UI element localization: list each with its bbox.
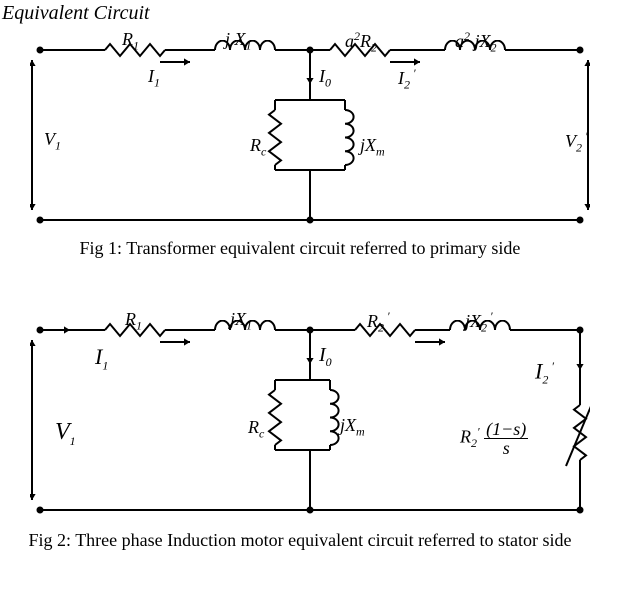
- label-Rc: Rc: [250, 136, 266, 158]
- label-V1: V1: [55, 420, 76, 447]
- label-R2p: R2 ′: [367, 310, 390, 334]
- fig1-caption: Fig 1: Transformer equivalent circuit re…: [20, 238, 580, 259]
- label-a2R2: a2R2: [345, 30, 377, 54]
- label-load: R2′ (1−s)s: [460, 420, 528, 457]
- label-I0: I0: [319, 345, 332, 368]
- fig1-circuit: [30, 40, 590, 230]
- label-I1: I1: [148, 67, 160, 89]
- label-V2p: V2 ′: [565, 130, 588, 154]
- label-jX1: jX1: [230, 310, 252, 332]
- label-a2jX2: a2 jX2: [455, 30, 497, 54]
- section-title: Equivalent Circuit: [2, 2, 150, 25]
- label-I2p: I2 ′: [535, 360, 554, 386]
- label-jXm: jXm: [340, 416, 365, 438]
- label-jX2p: jX2 ′: [465, 310, 493, 334]
- label-I2p: I2 ′: [398, 67, 416, 91]
- label-jXm: jXm: [360, 136, 385, 158]
- label-jX1: j X1: [225, 30, 252, 52]
- fig2-caption: Fig 2: Three phase Induction motor equiv…: [20, 530, 580, 551]
- label-R1: R1: [122, 30, 139, 52]
- label-Rc: Rc: [248, 418, 264, 440]
- label-I0: I0: [319, 67, 331, 89]
- label-I1: I1: [95, 346, 108, 371]
- label-V1: V1: [44, 130, 61, 152]
- label-R1: R1: [125, 310, 142, 332]
